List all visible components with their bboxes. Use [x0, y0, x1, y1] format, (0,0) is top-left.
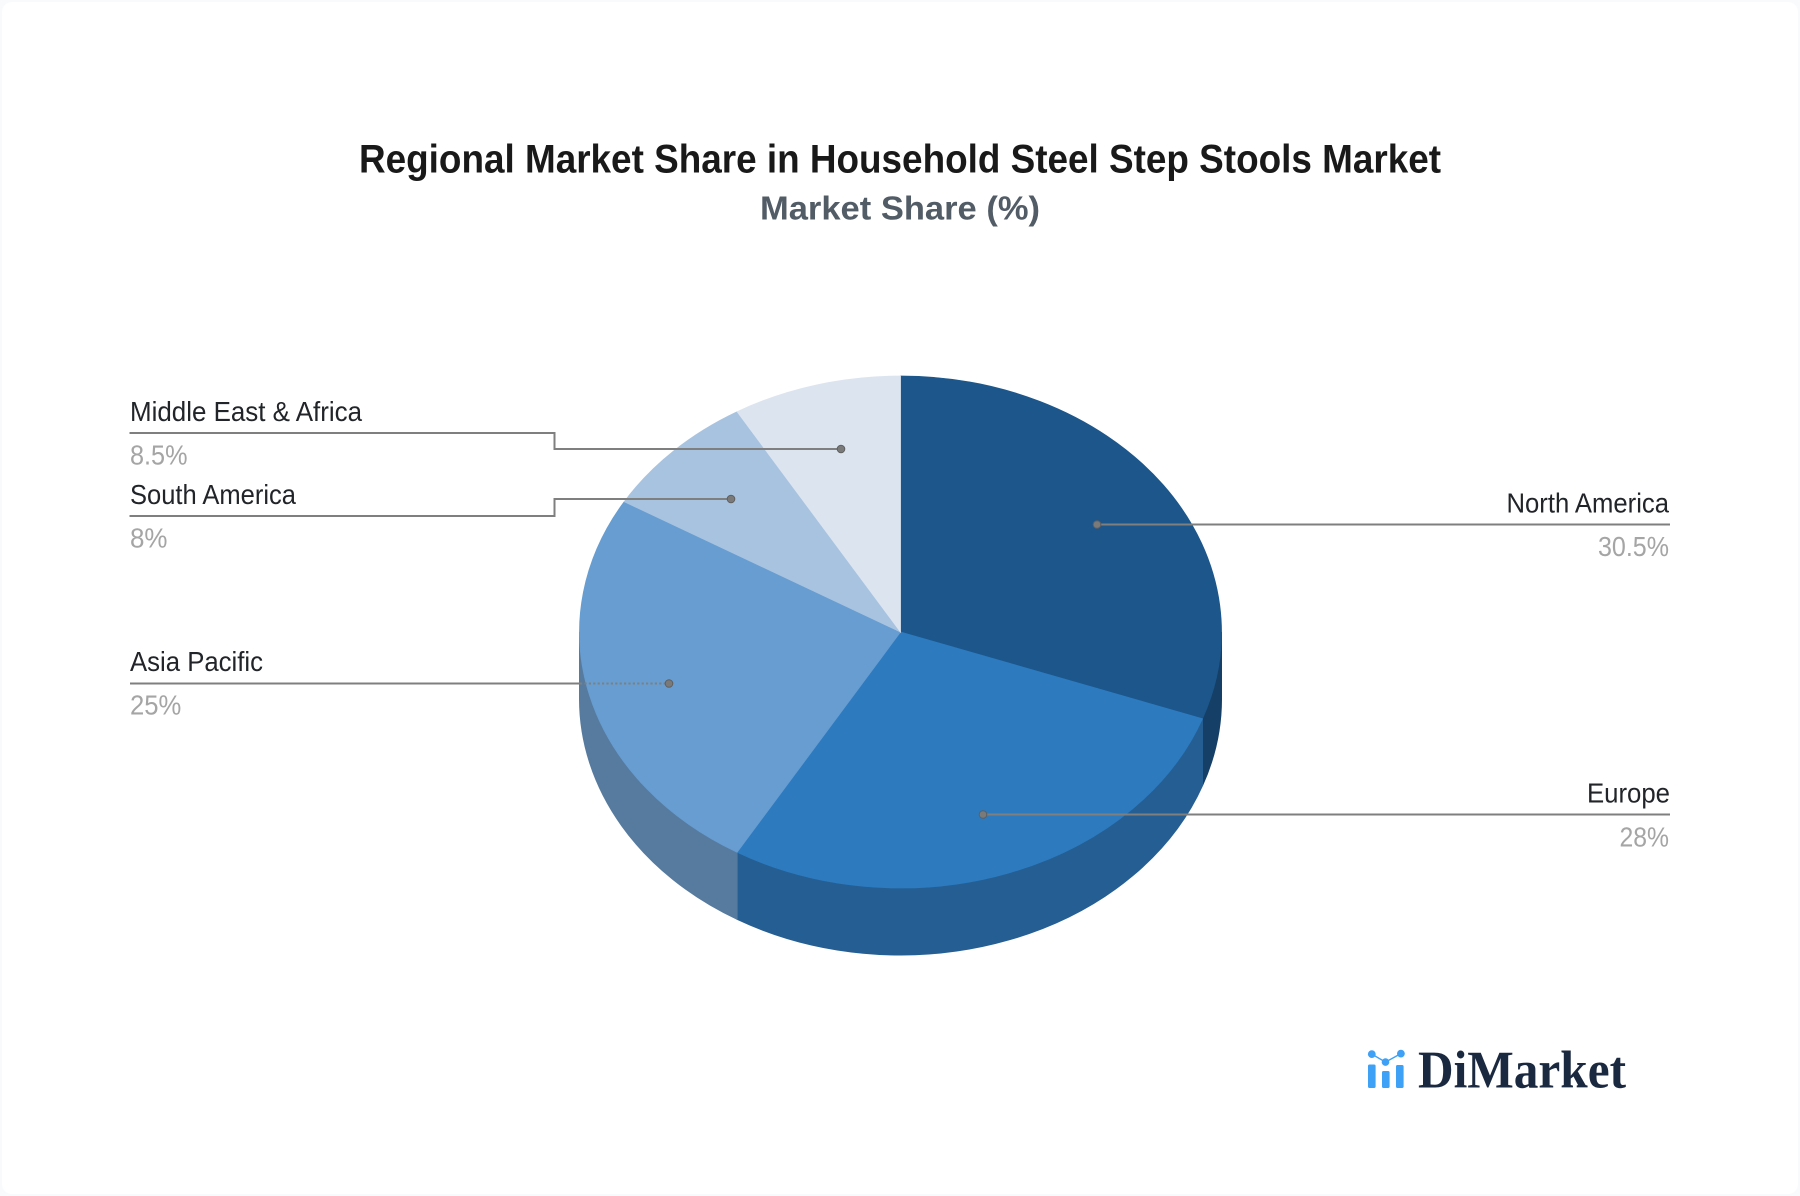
- svg-text:North America: North America: [1507, 488, 1670, 519]
- svg-text:30.5%: 30.5%: [1598, 531, 1669, 562]
- svg-text:Middle East & Africa: Middle East & Africa: [130, 396, 363, 427]
- svg-text:Europe: Europe: [1587, 778, 1670, 809]
- svg-text:8.5%: 8.5%: [130, 440, 188, 471]
- svg-text:South America: South America: [130, 479, 297, 510]
- svg-text:25%: 25%: [130, 690, 181, 721]
- svg-text:8%: 8%: [130, 523, 168, 554]
- svg-text:Market Share (%): Market Share (%): [760, 190, 1040, 227]
- svg-text:Regional Market Share in House: Regional Market Share in Household Steel…: [359, 138, 1441, 182]
- svg-text:DiMarket: DiMarket: [1418, 1042, 1626, 1100]
- svg-text:Asia Pacific: Asia Pacific: [130, 646, 263, 677]
- svg-text:28%: 28%: [1620, 822, 1670, 853]
